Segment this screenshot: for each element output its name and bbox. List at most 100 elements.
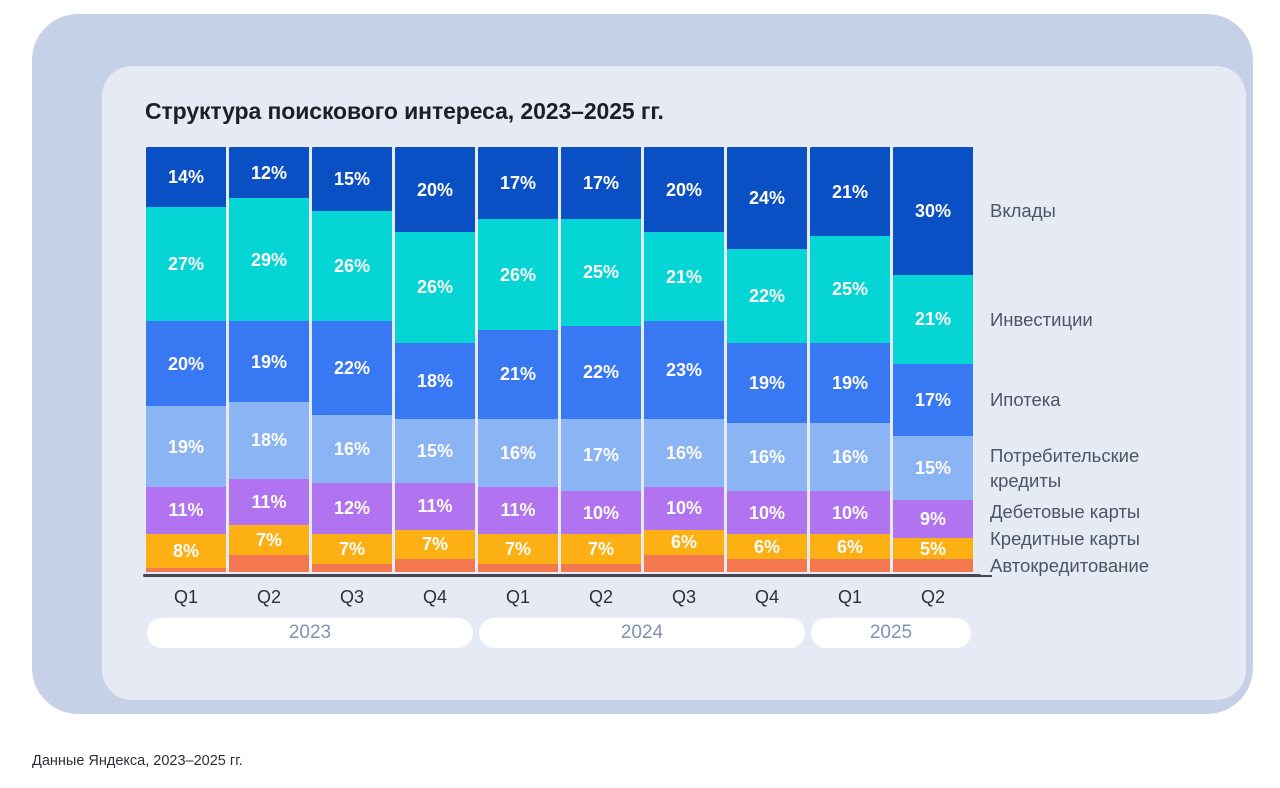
- bar-segment[interactable]: 20%: [394, 147, 476, 232]
- bar-column[interactable]: 20% 21% 23% 16% 10% 6%: [643, 147, 725, 572]
- bar-segment[interactable]: 29%: [228, 198, 310, 322]
- bar-segment[interactable]: 6%: [726, 533, 808, 560]
- bar-segment[interactable]: 16%: [311, 414, 393, 483]
- bar-segment[interactable]: [726, 559, 808, 572]
- bar-segment[interactable]: 19%: [809, 342, 891, 424]
- bar-segment[interactable]: 5%: [892, 538, 974, 560]
- chart-card-frame: Структура поискового интереса, 2023–2025…: [32, 14, 1253, 714]
- bar-segment[interactable]: 17%: [477, 147, 559, 220]
- bar-segment[interactable]: 10%: [643, 487, 725, 530]
- bar-segment[interactable]: 7%: [394, 529, 476, 560]
- legend-item-7[interactable]: Автокредитование: [990, 555, 1150, 577]
- bar-segment[interactable]: 16%: [643, 419, 725, 487]
- bar-column[interactable]: 17% 26% 21% 16% 11% 7%: [477, 147, 559, 572]
- x-axis-baseline: [143, 574, 981, 577]
- bar-segment[interactable]: 19%: [228, 321, 310, 402]
- bar-column[interactable]: 12% 29% 19% 18% 11% 7%: [228, 147, 310, 572]
- bar-segment[interactable]: 6%: [643, 529, 725, 555]
- bar-segment[interactable]: 19%: [726, 342, 808, 424]
- bar-column[interactable]: 30% 21% 17% 15% 9% 5%: [892, 147, 974, 572]
- bar-segment[interactable]: 15%: [892, 436, 974, 500]
- bar-segment[interactable]: 18%: [394, 342, 476, 419]
- bar-segment[interactable]: 21%: [892, 274, 974, 364]
- bar-segment[interactable]: 11%: [228, 478, 310, 526]
- legend-item-6[interactable]: Кредитные карты: [990, 528, 1140, 550]
- year-band[interactable]: 2025: [811, 618, 971, 648]
- bar-segment[interactable]: 16%: [477, 419, 559, 487]
- bar-segment[interactable]: [228, 555, 310, 572]
- bar-segment[interactable]: [394, 559, 476, 572]
- bar-segment[interactable]: 10%: [560, 491, 642, 534]
- bar-segment-value-label: 22%: [748, 285, 786, 306]
- legend-item-4[interactable]: Потребительские кредиты: [990, 444, 1140, 491]
- bar-segment[interactable]: 16%: [809, 423, 891, 492]
- bar-segment[interactable]: 14%: [145, 147, 227, 207]
- bar-segment[interactable]: 20%: [145, 321, 227, 407]
- bar-segment[interactable]: 8%: [145, 533, 227, 568]
- bar-segment[interactable]: 7%: [228, 525, 310, 555]
- bar-segment[interactable]: 12%: [228, 147, 310, 198]
- bar-segment[interactable]: 15%: [394, 419, 476, 483]
- year-band[interactable]: 2024: [479, 618, 805, 648]
- bar-segment[interactable]: 7%: [560, 533, 642, 564]
- bar-segment[interactable]: 16%: [726, 423, 808, 492]
- bar-column[interactable]: 17% 25% 22% 17% 10% 7%: [560, 147, 642, 572]
- bar-segment[interactable]: 19%: [145, 406, 227, 487]
- bar-segment-value-label: 21%: [831, 181, 869, 202]
- bar-segment[interactable]: 27%: [145, 206, 227, 322]
- bar-segment[interactable]: [560, 563, 642, 572]
- bar-segment-value-label: 9%: [919, 508, 946, 529]
- bar-segment[interactable]: 17%: [560, 147, 642, 220]
- bar-segment[interactable]: [145, 567, 227, 572]
- bar-column[interactable]: 14% 27% 20% 19% 11% 8%: [145, 147, 227, 572]
- bar-segment-value-label: 16%: [748, 447, 786, 468]
- bar-segment[interactable]: 18%: [228, 402, 310, 479]
- bar-segment-value-label: 11%: [168, 500, 204, 521]
- bar-segment[interactable]: 21%: [477, 329, 559, 419]
- bar-segment[interactable]: 21%: [809, 147, 891, 237]
- bar-segment[interactable]: 26%: [477, 219, 559, 330]
- bar-segment[interactable]: 23%: [643, 321, 725, 419]
- bar-segment[interactable]: [477, 563, 559, 572]
- bar-segment[interactable]: 10%: [726, 491, 808, 534]
- bar-segment[interactable]: 25%: [560, 219, 642, 326]
- bar-segment[interactable]: 22%: [311, 321, 393, 415]
- legend-item-5[interactable]: Дебетовые карты: [990, 501, 1141, 523]
- bar-column[interactable]: 20% 26% 18% 15% 11% 7%: [394, 147, 476, 572]
- bar-segment[interactable]: [311, 563, 393, 572]
- bar-segment[interactable]: 26%: [394, 232, 476, 343]
- bar-segment[interactable]: 26%: [311, 210, 393, 322]
- legend-item-2[interactable]: Инвестиции: [990, 308, 1093, 330]
- legend-item-1[interactable]: Вклады: [990, 200, 1056, 222]
- year-band[interactable]: 2023: [147, 618, 473, 648]
- bar-column[interactable]: 15% 26% 22% 16% 12% 7%: [311, 147, 393, 572]
- bar-segment[interactable]: [892, 559, 974, 572]
- bar-segment[interactable]: 21%: [643, 232, 725, 322]
- legend-item-3[interactable]: Ипотека: [990, 389, 1061, 411]
- bar-segment[interactable]: 11%: [477, 487, 559, 534]
- bar-segment[interactable]: 22%: [726, 249, 808, 343]
- bar-segment[interactable]: 22%: [560, 325, 642, 419]
- bar-segment[interactable]: 6%: [809, 533, 891, 560]
- bar-segment[interactable]: 17%: [560, 419, 642, 492]
- bar-segment[interactable]: 24%: [726, 147, 808, 249]
- bar-segment[interactable]: 10%: [809, 491, 891, 534]
- bar-segment[interactable]: 11%: [145, 487, 227, 534]
- bar-column[interactable]: 24% 22% 19% 16% 10% 6%: [726, 147, 808, 572]
- bar-segment-value-label: 26%: [416, 277, 454, 298]
- bar-segment[interactable]: 20%: [643, 147, 725, 232]
- bar-segment[interactable]: [809, 559, 891, 572]
- bar-segment-value-label: 21%: [499, 364, 537, 385]
- bar-segment[interactable]: 12%: [311, 482, 393, 534]
- bar-segment[interactable]: [643, 555, 725, 572]
- bar-segment[interactable]: 30%: [892, 147, 974, 275]
- bar-column[interactable]: 21% 25% 19% 16% 10% 6%: [809, 147, 891, 572]
- bar-segment[interactable]: 15%: [311, 147, 393, 211]
- bar-segment[interactable]: 25%: [809, 236, 891, 343]
- bar-segment-value-label: 12%: [250, 162, 288, 183]
- bar-segment[interactable]: 7%: [311, 533, 393, 564]
- bar-segment[interactable]: 7%: [477, 533, 559, 564]
- bar-segment[interactable]: 11%: [394, 482, 476, 530]
- bar-segment[interactable]: 9%: [892, 499, 974, 538]
- bar-segment[interactable]: 17%: [892, 363, 974, 436]
